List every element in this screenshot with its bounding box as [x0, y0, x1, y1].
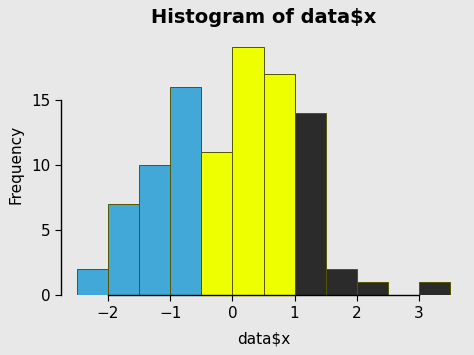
Bar [108, 204, 139, 295]
Title: Histogram of data$x: Histogram of data$x [151, 8, 376, 27]
Bar [295, 113, 326, 295]
Bar [357, 282, 388, 295]
Bar [77, 269, 108, 295]
Bar [232, 48, 264, 295]
Y-axis label: Frequency: Frequency [9, 125, 23, 204]
Bar [201, 152, 232, 295]
X-axis label: data$x: data$x [237, 332, 290, 347]
Bar [264, 73, 295, 295]
Bar [419, 282, 450, 295]
Bar [139, 165, 170, 295]
Bar [326, 269, 357, 295]
Bar [170, 87, 201, 295]
